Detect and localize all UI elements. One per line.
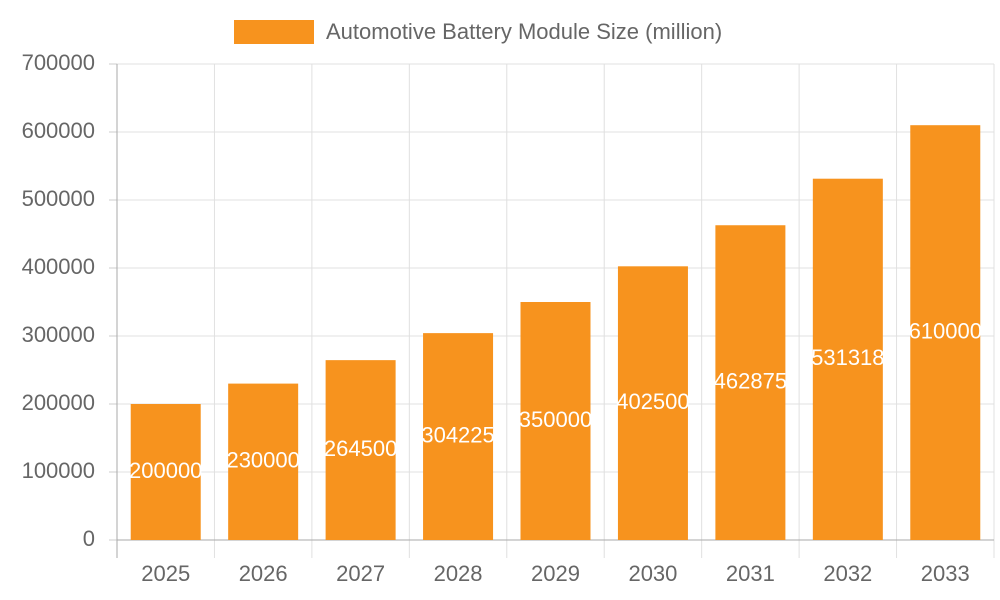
data-label: 304225 <box>421 422 494 447</box>
y-tick-label: 300000 <box>22 322 95 347</box>
x-tick-label: 2026 <box>239 561 288 586</box>
data-label: 200000 <box>129 458 202 483</box>
bar <box>130 404 201 540</box>
x-tick-label: 2033 <box>921 561 970 586</box>
bar <box>910 125 981 540</box>
data-label: 350000 <box>519 407 592 432</box>
x-tick-label: 2025 <box>141 561 190 586</box>
data-label: 230000 <box>226 448 299 473</box>
bar <box>520 302 591 540</box>
data-label: 402500 <box>616 389 689 414</box>
bar <box>228 383 299 540</box>
y-tick-label: 500000 <box>22 186 95 211</box>
x-tick-label: 2030 <box>628 561 677 586</box>
bar <box>423 333 494 540</box>
y-tick-label: 700000 <box>22 50 95 75</box>
x-tick-label: 2028 <box>434 561 483 586</box>
bar <box>715 225 786 540</box>
y-tick-label: 0 <box>83 526 95 551</box>
y-tick-label: 400000 <box>22 254 95 279</box>
data-label: 462875 <box>714 368 787 393</box>
x-tick-label: 2032 <box>823 561 872 586</box>
bar <box>325 360 396 540</box>
y-tick-label: 200000 <box>22 390 95 415</box>
bar <box>617 266 688 540</box>
y-tick-label: 100000 <box>22 458 95 483</box>
data-label: 531318 <box>811 345 884 370</box>
data-label: 264500 <box>324 436 397 461</box>
x-tick-label: 2027 <box>336 561 385 586</box>
data-label: 610000 <box>909 318 982 343</box>
bar <box>812 178 883 540</box>
y-tick-label: 600000 <box>22 118 95 143</box>
x-tick-label: 2029 <box>531 561 580 586</box>
legend-swatch <box>234 20 314 44</box>
x-tick-label: 2031 <box>726 561 775 586</box>
legend-label: Automotive Battery Module Size (million) <box>326 19 722 44</box>
